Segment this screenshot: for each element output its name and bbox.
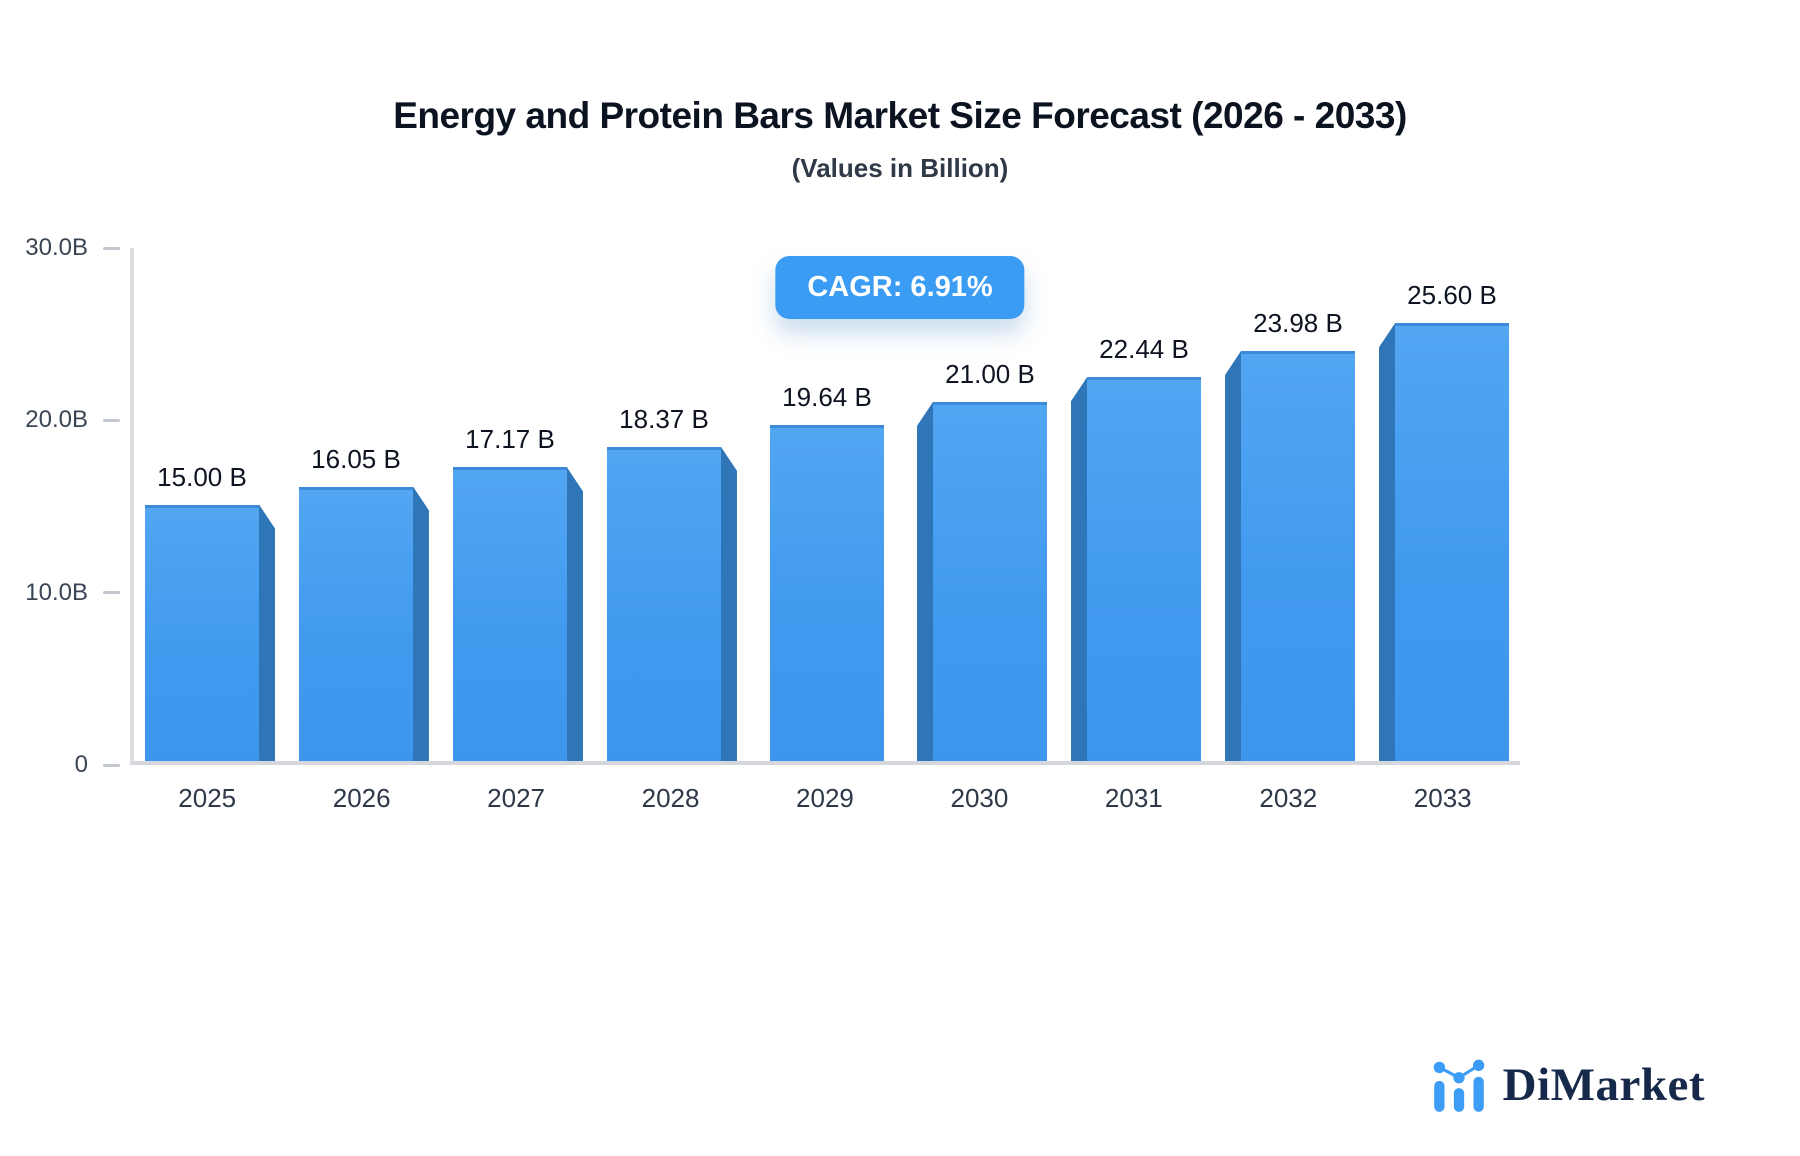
bar-2029 — [770, 425, 884, 761]
bar-2026 — [299, 486, 429, 761]
x-axis-label: 2026 — [332, 783, 391, 813]
chart-title: Energy and Protein Bars Market Size Fore… — [393, 95, 1407, 136]
bar-group: 17.17 B — [453, 248, 583, 761]
bar-2032 — [1225, 350, 1355, 761]
bar-group: 23.98 B — [1225, 248, 1355, 761]
bar-slot: 18.37 B — [596, 248, 750, 761]
bar-side-face — [258, 504, 275, 761]
bar-value-label: 17.17 B — [465, 424, 555, 455]
bar-slot: 16.05 B — [288, 248, 442, 761]
bar-slot: 23.98 B — [1212, 248, 1366, 761]
y-axis-tick: 0 — [75, 751, 120, 779]
cagr-badge: CAGR: 6.91% — [775, 256, 1025, 319]
bar-2033 — [1379, 323, 1509, 761]
chart-area: CAGR: 6.91% 30.0B 20.0B 10.0B 0 15.00 B 16.0… — [0, 234, 1800, 778]
y-tick-label: 20.0B — [25, 406, 88, 434]
bar-side-face — [412, 486, 429, 761]
y-tick-mark — [103, 591, 120, 595]
bar-group: 21.00 B — [917, 248, 1047, 761]
x-axis-label: 2032 — [1259, 783, 1318, 813]
chart-subtitle: (Values in Billion) — [791, 153, 1009, 183]
bar-group: 25.60 B — [1379, 248, 1509, 761]
logo-text: DiMarket — [1502, 1059, 1705, 1111]
y-tick-mark — [103, 763, 120, 767]
x-axis-labels: 2025 2026 2027 2028 2029 2030 2031 2032 2033 — [130, 783, 1520, 814]
bar-value-label: 18.37 B — [619, 403, 709, 434]
bar-side-face — [917, 401, 934, 761]
x-axis-label: 2029 — [796, 783, 854, 813]
bar-2031 — [1071, 377, 1201, 761]
bar-group: 15.00 B — [145, 248, 275, 761]
bar-slot: 22.44 B — [1058, 248, 1212, 761]
x-axis-label: 2027 — [487, 783, 546, 813]
bar-value-label: 22.44 B — [1099, 334, 1189, 365]
x-axis-label: 2025 — [178, 783, 237, 813]
y-axis: 30.0B 20.0B 10.0B 0 — [0, 234, 130, 778]
bar-side-face — [1225, 350, 1242, 761]
bar-value-label: 21.00 B — [945, 358, 1035, 389]
dimarket-logo[interactable]: DiMarket — [1428, 1054, 1705, 1116]
bar-2027 — [453, 467, 583, 761]
bar-value-label: 16.05 B — [311, 443, 401, 474]
bar-group: 19.64 B — [770, 248, 884, 761]
bar-side-face — [1379, 323, 1396, 761]
y-tick-label: 0 — [74, 751, 88, 778]
x-axis-label: 2033 — [1413, 783, 1472, 813]
y-axis-tick: 20.0B — [25, 406, 120, 434]
bar-group: 22.44 B — [1071, 248, 1201, 761]
plot-area: 15.00 B 16.05 B 17.17 B 18.37 B 19.64 B 21.00… — [130, 248, 1520, 765]
bar-value-label: 15.00 B — [157, 461, 247, 492]
bar-2030 — [917, 401, 1047, 761]
y-tick-mark — [103, 418, 120, 422]
y-axis-tick: 30.0B — [25, 234, 120, 262]
x-axis-label: 2031 — [1104, 783, 1163, 813]
bar-side-face — [1071, 377, 1088, 761]
y-tick-label: 10.0B — [25, 578, 88, 606]
bar-value-label: 25.60 B — [1407, 280, 1497, 311]
y-tick-mark — [103, 246, 120, 250]
bar-value-label: 23.98 B — [1253, 307, 1343, 338]
x-axis-label: 2030 — [950, 783, 1009, 813]
bar-side-face — [566, 467, 583, 761]
bar-2025 — [145, 504, 275, 761]
bar-value-label: 19.64 B — [782, 382, 872, 413]
bar-side-face — [720, 446, 737, 761]
bar-slot: 15.00 B — [134, 248, 288, 761]
bar-slot: 17.17 B — [442, 248, 596, 761]
bar-2028 — [607, 446, 737, 761]
bar-slot: 19.64 B — [750, 248, 904, 761]
bar-slot: 21.00 B — [904, 248, 1058, 761]
bar-group: 16.05 B — [299, 248, 429, 761]
bar-line-chart-icon — [1428, 1054, 1490, 1116]
x-axis-label: 2028 — [641, 783, 700, 813]
y-tick-label: 30.0B — [25, 234, 88, 261]
y-axis-tick: 10.0B — [25, 579, 120, 607]
bar-group: 18.37 B — [607, 248, 737, 761]
bar-slot: 25.60 B — [1366, 248, 1520, 761]
